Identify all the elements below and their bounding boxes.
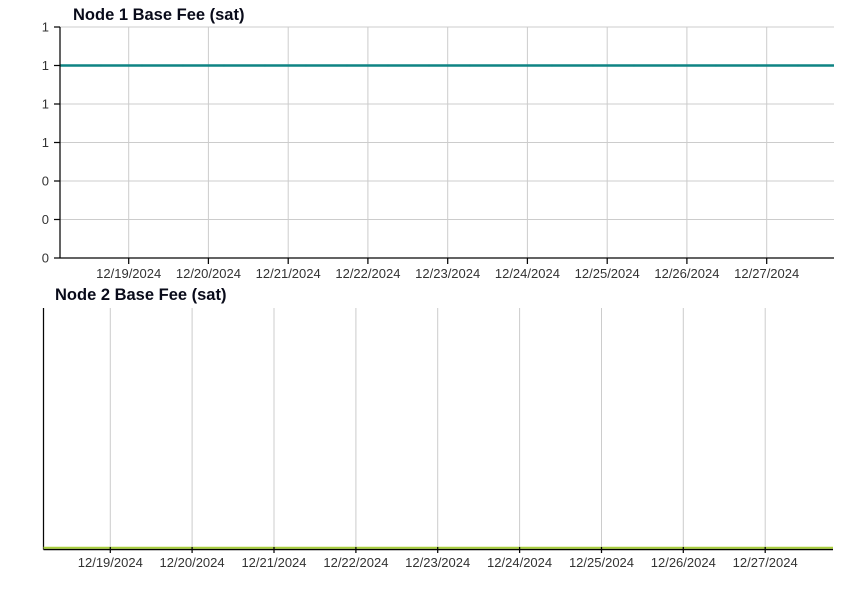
svg-text:Node 1 Base Fee (sat): Node 1 Base Fee (sat) xyxy=(73,6,244,24)
svg-text:12/19/2024: 12/19/2024 xyxy=(78,555,143,570)
svg-text:0: 0 xyxy=(42,251,49,266)
svg-text:12/24/2024: 12/24/2024 xyxy=(495,266,560,281)
svg-text:1: 1 xyxy=(42,20,49,35)
svg-text:1: 1 xyxy=(42,58,49,73)
svg-text:0: 0 xyxy=(42,174,49,189)
svg-text:12/21/2024: 12/21/2024 xyxy=(256,266,321,281)
svg-text:12/24/2024: 12/24/2024 xyxy=(487,555,552,570)
svg-text:1: 1 xyxy=(42,97,49,112)
svg-text:12/27/2024: 12/27/2024 xyxy=(734,266,799,281)
svg-text:12/25/2024: 12/25/2024 xyxy=(575,266,640,281)
svg-text:12/26/2024: 12/26/2024 xyxy=(654,266,719,281)
svg-text:12/25/2024: 12/25/2024 xyxy=(569,555,634,570)
svg-text:12/19/2024: 12/19/2024 xyxy=(96,266,161,281)
svg-text:12/23/2024: 12/23/2024 xyxy=(405,555,470,570)
svg-text:12/21/2024: 12/21/2024 xyxy=(241,555,306,570)
svg-text:0: 0 xyxy=(42,212,49,227)
svg-text:12/22/2024: 12/22/2024 xyxy=(323,555,388,570)
svg-text:12/27/2024: 12/27/2024 xyxy=(733,555,798,570)
svg-text:1: 1 xyxy=(42,135,49,150)
svg-text:12/20/2024: 12/20/2024 xyxy=(176,266,241,281)
svg-text:12/22/2024: 12/22/2024 xyxy=(335,266,400,281)
svg-text:12/26/2024: 12/26/2024 xyxy=(651,555,716,570)
svg-text:12/23/2024: 12/23/2024 xyxy=(415,266,480,281)
svg-text:Node 2 Base Fee (sat): Node 2 Base Fee (sat) xyxy=(55,286,226,304)
svg-text:12/20/2024: 12/20/2024 xyxy=(160,555,225,570)
